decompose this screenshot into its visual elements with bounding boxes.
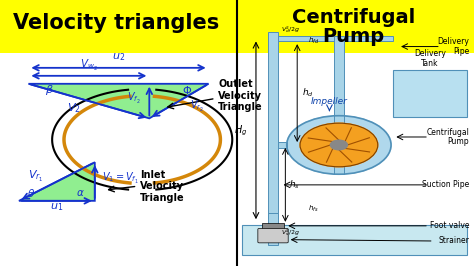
Text: $h_{fs}$: $h_{fs}$	[308, 204, 319, 214]
Text: Suction Pipe: Suction Pipe	[422, 180, 469, 189]
Text: $u_1$: $u_1$	[50, 201, 64, 213]
Text: Delivery
Tank: Delivery Tank	[414, 49, 446, 68]
FancyBboxPatch shape	[278, 142, 287, 148]
Text: $V_2$: $V_2$	[66, 101, 81, 115]
FancyBboxPatch shape	[242, 225, 467, 255]
Circle shape	[330, 140, 347, 150]
Text: $V_{w_2}$: $V_{w_2}$	[80, 57, 98, 73]
Text: Impeller: Impeller	[311, 97, 348, 106]
Text: Outlet
Velocity
Triangle: Outlet Velocity Triangle	[218, 79, 263, 112]
Text: Centrifugal
Pump: Centrifugal Pump	[427, 128, 469, 146]
Text: $V_{r_2}$: $V_{r_2}$	[190, 99, 204, 114]
Polygon shape	[28, 84, 209, 118]
Text: $\theta$: $\theta$	[27, 187, 35, 200]
Text: Inlet
Velocity
Triangle: Inlet Velocity Triangle	[140, 170, 184, 203]
Circle shape	[300, 123, 378, 167]
Text: $\Phi$: $\Phi$	[182, 84, 192, 96]
Text: Centrifugal
Pump: Centrifugal Pump	[292, 8, 415, 45]
Text: Strainer: Strainer	[438, 236, 469, 246]
Text: $\alpha$: $\alpha$	[76, 188, 85, 198]
Text: $u_2$: $u_2$	[112, 51, 125, 63]
Text: $h_{fd}$: $h_{fd}$	[308, 35, 319, 46]
Text: Foot valve: Foot valve	[430, 221, 469, 230]
Text: $V_{r_1}$: $V_{r_1}$	[27, 169, 44, 184]
FancyBboxPatch shape	[0, 53, 237, 266]
Text: $V_1 = V_{f_1}$: $V_1 = V_{f_1}$	[102, 171, 139, 186]
Text: $\beta$: $\beta$	[46, 83, 54, 97]
FancyBboxPatch shape	[268, 32, 278, 218]
Text: Delivery
Pipe: Delivery Pipe	[438, 37, 469, 56]
Text: $V_s^2/2g$: $V_s^2/2g$	[281, 227, 300, 238]
FancyBboxPatch shape	[262, 223, 284, 229]
FancyBboxPatch shape	[393, 70, 467, 117]
Circle shape	[287, 116, 391, 174]
FancyBboxPatch shape	[237, 53, 474, 266]
Text: $V_{f_2}$: $V_{f_2}$	[127, 91, 141, 106]
Text: $h_s$: $h_s$	[289, 179, 300, 191]
Text: Velocity triangles: Velocity triangles	[13, 13, 219, 33]
FancyBboxPatch shape	[278, 36, 393, 41]
FancyBboxPatch shape	[268, 213, 278, 245]
Text: $V_d^2/2g$: $V_d^2/2g$	[281, 24, 300, 35]
FancyBboxPatch shape	[334, 36, 344, 174]
FancyBboxPatch shape	[258, 228, 288, 243]
Polygon shape	[19, 162, 95, 201]
Text: $h_d$: $h_d$	[302, 87, 314, 99]
Text: $H_g$: $H_g$	[234, 123, 247, 138]
